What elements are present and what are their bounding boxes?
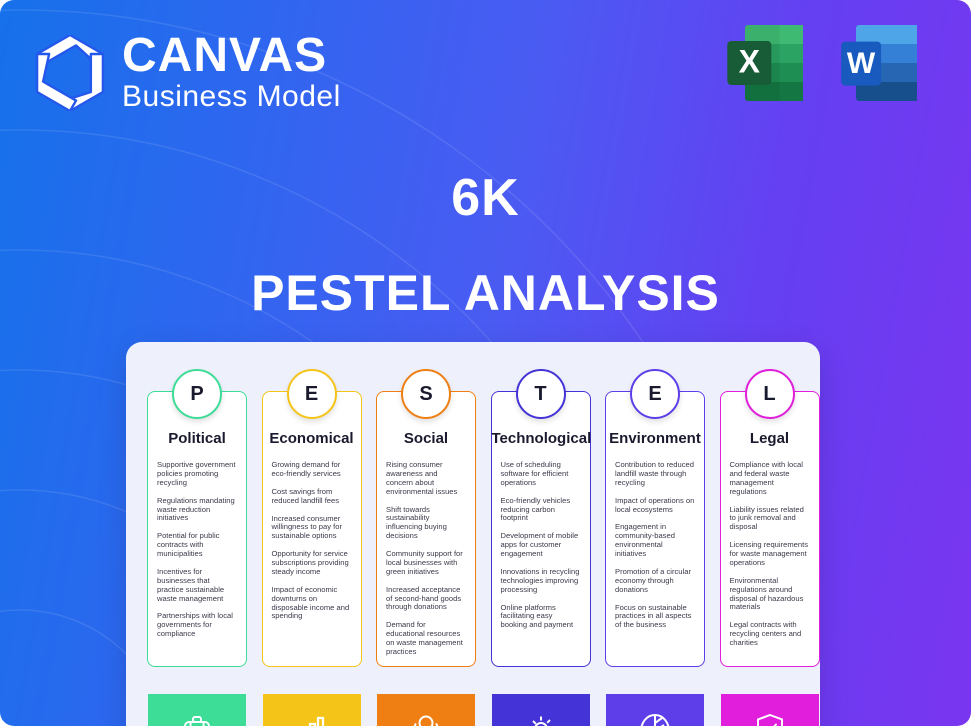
- svg-text:W: W: [847, 47, 876, 80]
- svg-text:X: X: [739, 44, 761, 80]
